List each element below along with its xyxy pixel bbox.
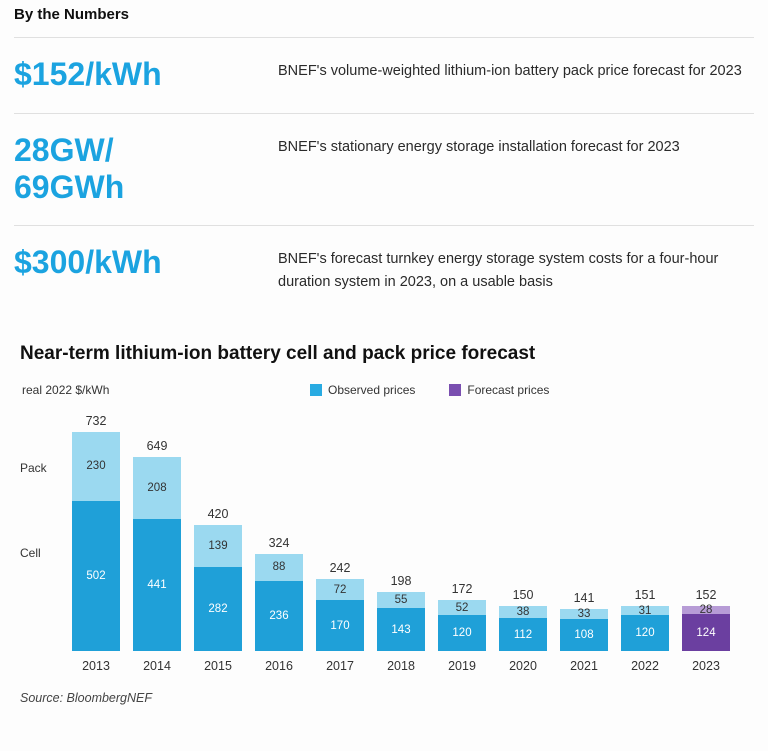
legend-swatch [310,384,322,396]
chart-side-labels: Pack Cell [20,401,66,651]
stat-desc: BNEF's forecast turnkey energy storage s… [278,244,754,293]
bar-segment-pack: 31 [621,606,669,615]
chart-title: Near-term lithium-ion battery cell and p… [20,343,754,365]
bar-column: 151 12031 [617,588,673,651]
bar-stack: 282139 [194,525,242,651]
chart-side-label: Pack [20,461,47,475]
bar-stack: 10833 [560,609,608,651]
bar-total-label: 152 [696,588,717,602]
x-axis-label: 2017 [312,659,368,673]
bar-total-label: 198 [391,574,412,588]
bar-stack: 12031 [621,606,669,651]
bar-total-label: 649 [147,439,168,453]
chart-container: Near-term lithium-ion battery cell and p… [14,339,754,705]
x-axis-label: 2016 [251,659,307,673]
bar-column: 324 23688 [251,536,307,651]
bar-column: 732 502230 [68,414,124,652]
bar-column: 152 12428 [678,588,734,652]
bar-segment-cell: 170 [316,600,364,651]
bar-segment-cell: 120 [438,615,486,651]
chart-x-axis: 2013 2014 2015 2016 2017 2018 2019 2020 2021 2022… [20,659,754,673]
bar-segment-pack: 33 [560,609,608,619]
bar-column: 198 14355 [373,574,429,651]
x-axis-label: 2015 [190,659,246,673]
bar-segment-pack: 55 [377,592,425,609]
bar-total-label: 324 [269,536,290,550]
legend-item: Observed prices [310,383,415,397]
bar-stack: 11238 [499,606,547,651]
x-axis-label: 2021 [556,659,612,673]
bar-stack: 12052 [438,600,486,652]
bar-column: 150 11238 [495,588,551,651]
bar-segment-cell: 282 [194,567,242,652]
bar-total-label: 150 [513,588,534,602]
bar-stack: 502230 [72,432,120,652]
bar-stack: 23688 [255,554,303,651]
bar-column: 242 17072 [312,561,368,652]
bar-segment-pack: 208 [133,457,181,519]
legend-label: Observed prices [328,383,415,397]
bar-column: 141 10833 [556,591,612,651]
stat-value: 28GW/ 69GWh [14,132,254,206]
bar-total-label: 172 [452,582,473,596]
bar-column: 172 12052 [434,582,490,652]
bar-total-label: 242 [330,561,351,575]
bar-segment-cell: 124 [682,614,730,651]
stat-desc: BNEF's stationary energy storage install… [278,132,680,158]
x-axis-label: 2013 [68,659,124,673]
x-axis-label: 2023 [678,659,734,673]
bar-segment-pack: 72 [316,579,364,601]
x-axis-label: 2020 [495,659,551,673]
bar-segment-cell: 120 [621,615,669,651]
legend-item: Forecast prices [449,383,549,397]
bar-segment-cell: 236 [255,581,303,652]
bar-total-label: 151 [635,588,656,602]
stat-desc: BNEF's volume-weighted lithium-ion batte… [278,56,742,82]
bar-column: 649 441208 [129,439,185,652]
bar-segment-cell: 143 [377,608,425,651]
legend-swatch [449,384,461,396]
bar-segment-pack: 28 [682,606,730,614]
bar-stack: 441208 [133,457,181,652]
x-axis-label: 2022 [617,659,673,673]
chart-source: Source: BloombergNEF [20,691,754,705]
chart-legend: Observed prices Forecast prices [310,383,549,397]
bar-segment-cell: 108 [560,619,608,651]
bar-segment-cell: 441 [133,519,181,651]
section-title: By the Numbers [14,6,754,23]
x-axis-label: 2019 [434,659,490,673]
legend-label: Forecast prices [467,383,549,397]
bar-segment-pack: 52 [438,600,486,616]
chart-area: Observed prices Forecast prices PackCell… [20,401,754,705]
bar-segment-pack: 38 [499,606,547,617]
stat-row: $152/kWh BNEF's volume-weighted lithium-… [14,37,754,113]
bar-stack: 12428 [682,606,730,652]
bar-segment-pack: 230 [72,432,120,501]
x-axis-label: 2014 [129,659,185,673]
stat-row: 28GW/ 69GWh BNEF's stationary energy sto… [14,113,754,226]
bar-segment-pack: 139 [194,525,242,567]
x-axis-label: 2018 [373,659,429,673]
chart-bars: 732 502230 649 441208 420 282139 324 23688 242 17… [20,401,754,651]
stat-row: $300/kWh BNEF's forecast turnkey energy … [14,225,754,313]
chart-side-label: Cell [20,546,41,560]
bar-segment-cell: 502 [72,501,120,652]
bar-total-label: 420 [208,507,229,521]
bar-segment-cell: 112 [499,618,547,652]
bar-total-label: 141 [574,591,595,605]
bar-total-label: 732 [86,414,107,428]
bar-stack: 17072 [316,579,364,652]
bar-column: 420 282139 [190,507,246,651]
stat-value: $300/kWh [14,244,254,281]
bar-stack: 14355 [377,592,425,651]
stat-value: $152/kWh [14,56,254,93]
bar-segment-pack: 88 [255,554,303,580]
